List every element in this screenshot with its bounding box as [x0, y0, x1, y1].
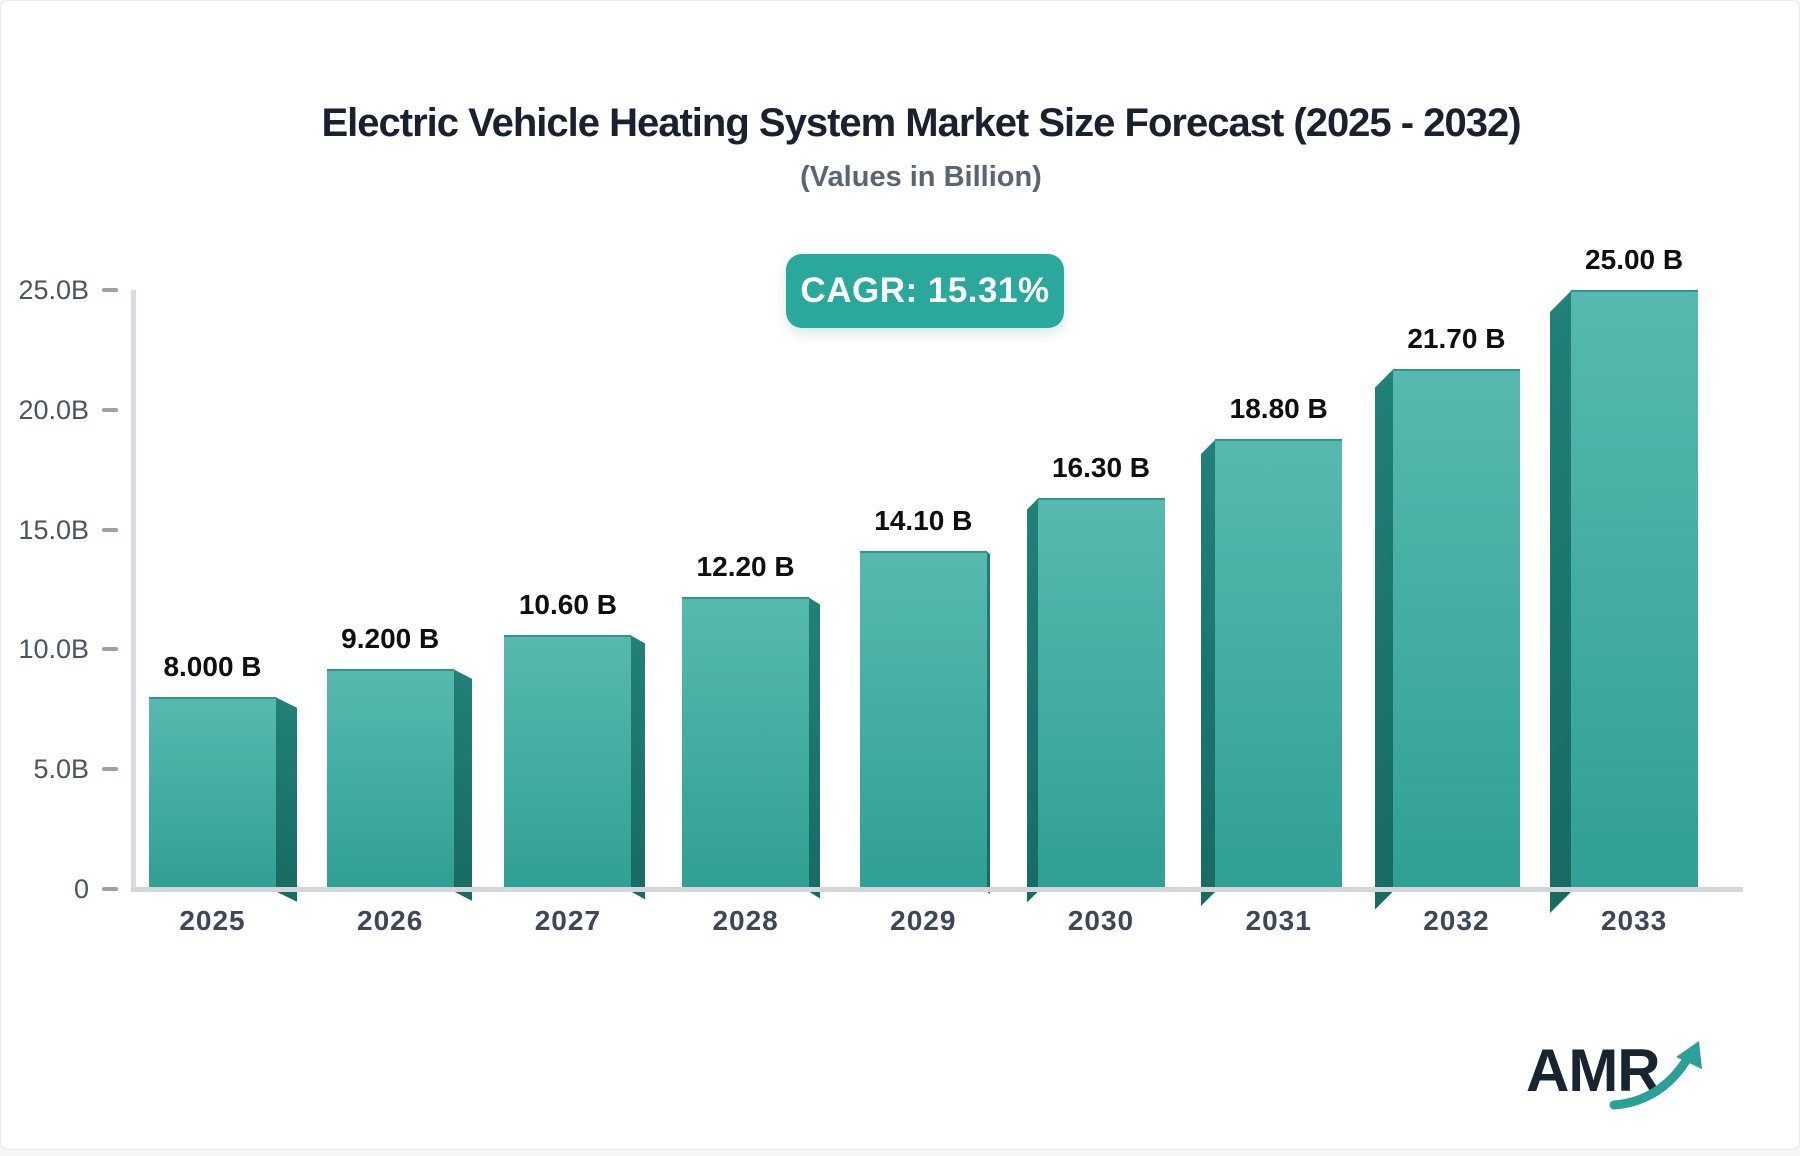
y-axis-line: [131, 290, 136, 891]
y-axis-tick-label: 20.0B: [18, 394, 89, 425]
y-axis-tick-label: 25.0B: [18, 275, 89, 305]
bar-2026: [326, 668, 454, 891]
cagr-badge-label: CAGR: 15.31%: [800, 271, 1050, 310]
y-axis-tick: [102, 887, 118, 891]
x-axis-label-2031: 2031: [1245, 905, 1312, 936]
x-axis-label-2029: 2029: [890, 905, 957, 936]
bar-value-label: 25.00 B: [1585, 244, 1684, 275]
amr-logo: AMR: [1524, 1029, 1734, 1124]
cagr-badge: CAGR: 15.31%: [786, 254, 1064, 328]
bar-value-label: 8.000 B: [163, 651, 262, 683]
bar-value-label: 9.200 B: [341, 622, 440, 654]
bar-side-face: [1549, 290, 1572, 913]
growth-arrow-icon: [1609, 1041, 1702, 1110]
amr-logo-graphic: AMR: [1526, 1037, 1702, 1110]
x-axis-label-2025: 2025: [179, 905, 246, 936]
x-axis-label-2026: 2026: [357, 905, 424, 936]
bar-value-label: 21.70 B: [1407, 323, 1506, 355]
bar-2028: [682, 596, 810, 891]
bar-side-face: [630, 635, 646, 900]
y-axis-tick-label: 10.0B: [18, 634, 89, 665]
bar-2032: [1392, 369, 1520, 891]
bar-value-label: 18.80 B: [1229, 392, 1328, 424]
chart-title: Electric Vehicle Heating System Market S…: [321, 101, 1521, 145]
y-axis-tick-label: 15.0B: [18, 514, 89, 545]
y-axis-tick: [102, 288, 118, 292]
bar-2031: [1215, 438, 1343, 891]
x-axis-label-2032: 2032: [1423, 905, 1490, 936]
x-axis-line: [131, 887, 1743, 892]
x-axis-label-2030: 2030: [1067, 905, 1135, 936]
x-axis-label-2033: 2033: [1600, 905, 1668, 936]
bar-2029: [859, 551, 987, 891]
bar-side-face: [452, 668, 472, 901]
bar-2025: [149, 697, 276, 891]
y-axis-tick: [102, 767, 118, 772]
x-axis-label-2028: 2028: [712, 905, 779, 936]
bar-2030: [1037, 498, 1165, 891]
y-axis-tick-label: 5.0B: [33, 754, 89, 785]
chart-subtitle: (Values in Billion): [800, 161, 1042, 193]
bar-value-label: 16.30 B: [1051, 452, 1151, 484]
y-axis-tick: [102, 527, 118, 532]
bar-side-face: [1375, 369, 1394, 910]
bar-side-face: [275, 697, 297, 902]
bar-2027: [504, 635, 632, 891]
bar-value-label: 12.20 B: [696, 550, 795, 582]
amr-logo-text: AMR: [1526, 1037, 1660, 1104]
bar-value-label: 10.60 B: [518, 589, 617, 621]
y-axis-tick-label: 0: [73, 874, 89, 904]
y-axis-tick: [102, 407, 118, 412]
bar-value-label: 14.10 B: [874, 505, 973, 537]
bar-side-face: [808, 596, 820, 899]
y-axis-tick: [102, 647, 118, 652]
x-axis-label-2027: 2027: [534, 905, 602, 936]
bar-side-face: [1201, 438, 1217, 906]
bar-2033: [1570, 290, 1698, 891]
